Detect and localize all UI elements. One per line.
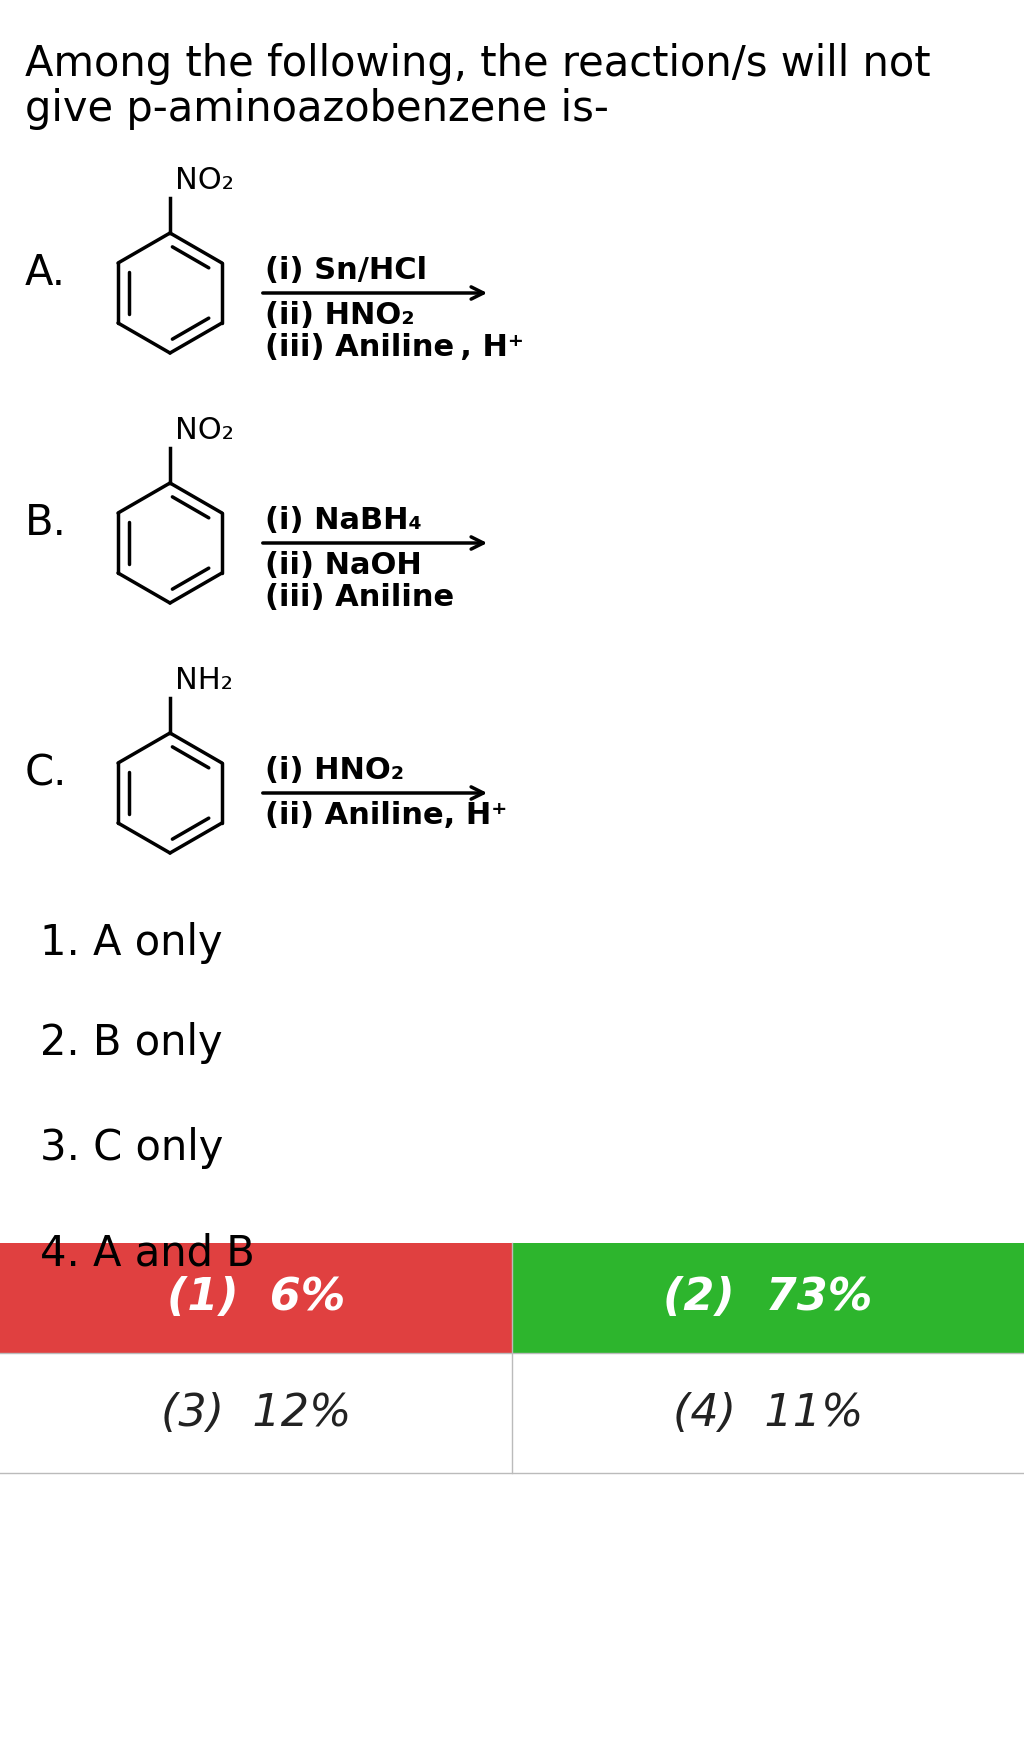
Text: 3. C only: 3. C only xyxy=(40,1128,223,1170)
Text: (iii) Aniline , H⁺: (iii) Aniline , H⁺ xyxy=(265,333,524,363)
Text: A.: A. xyxy=(25,253,66,295)
Text: NO₂: NO₂ xyxy=(175,166,233,195)
Text: NO₂: NO₂ xyxy=(175,417,233,444)
Text: C.: C. xyxy=(25,751,68,795)
Text: give p-aminoazobenzene is-: give p-aminoazobenzene is- xyxy=(25,87,609,131)
Text: B.: B. xyxy=(25,502,67,544)
Bar xyxy=(0,1243,512,1353)
Text: 1. A only: 1. A only xyxy=(40,922,222,964)
Text: (1)  6%: (1) 6% xyxy=(167,1276,345,1319)
Text: (4)  11%: (4) 11% xyxy=(673,1391,863,1434)
Bar xyxy=(512,1243,1024,1353)
Text: (iii) Aniline: (iii) Aniline xyxy=(265,582,454,612)
Text: (i) Sn/HCl: (i) Sn/HCl xyxy=(265,256,427,286)
Text: (i) NaBH₄: (i) NaBH₄ xyxy=(265,505,422,535)
Text: (2)  73%: (2) 73% xyxy=(664,1276,872,1319)
Text: 4. A and B: 4. A and B xyxy=(40,1232,255,1274)
Text: Among the following, the reaction/s will not: Among the following, the reaction/s will… xyxy=(25,44,931,85)
Text: NH₂: NH₂ xyxy=(175,666,232,695)
Text: (ii) NaOH: (ii) NaOH xyxy=(265,551,422,580)
Text: (ii) HNO₂: (ii) HNO₂ xyxy=(265,302,415,329)
Text: (i) HNO₂: (i) HNO₂ xyxy=(265,756,404,784)
Text: (3)  12%: (3) 12% xyxy=(161,1391,351,1434)
Text: (ii) Aniline, H⁺: (ii) Aniline, H⁺ xyxy=(265,802,507,830)
Text: 2. B only: 2. B only xyxy=(40,1021,222,1063)
